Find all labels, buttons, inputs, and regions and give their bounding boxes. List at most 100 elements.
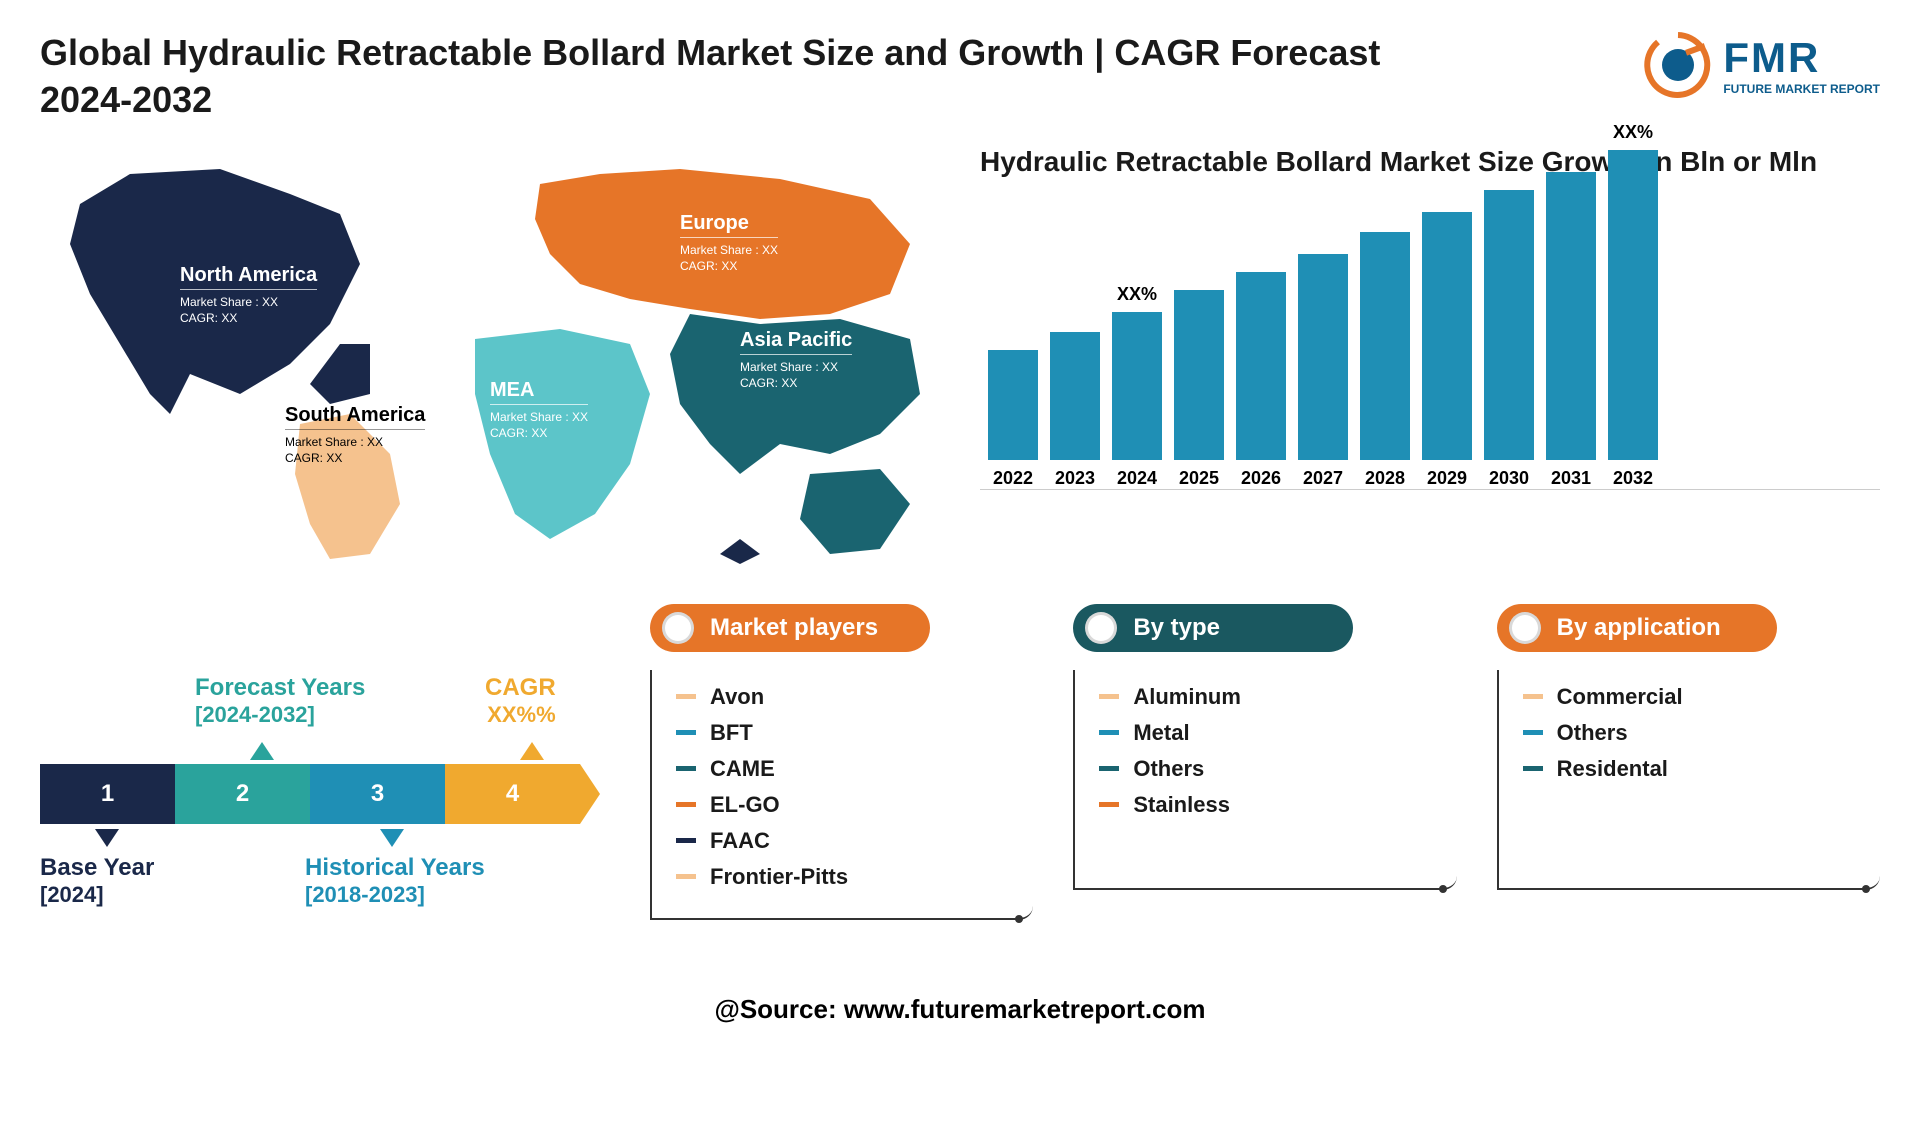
dash-icon xyxy=(1523,694,1543,699)
bar: XX%2024 xyxy=(1112,312,1162,489)
bar-rect xyxy=(1546,172,1596,460)
region-sa: South America Market Share : XX CAGR: XX xyxy=(285,404,425,468)
dot-icon xyxy=(662,612,694,644)
bar-rect xyxy=(1608,150,1658,460)
list-item: Residental xyxy=(1523,756,1860,782)
dash-icon xyxy=(1099,694,1119,699)
bar-label: 2022 xyxy=(993,468,1033,489)
bar: 2030 xyxy=(1484,190,1534,489)
bar-rect xyxy=(1112,312,1162,460)
dash-icon xyxy=(1099,730,1119,735)
dash-icon xyxy=(676,874,696,879)
dash-icon xyxy=(1099,802,1119,807)
bar-tag: XX% xyxy=(1117,284,1157,305)
dash-icon xyxy=(1523,730,1543,735)
item-label: Stainless xyxy=(1133,792,1230,818)
tri-icon xyxy=(250,742,274,760)
list-item: BFT xyxy=(676,720,1013,746)
dash-icon xyxy=(676,766,696,771)
region-ap: Asia Pacific Market Share : XX CAGR: XX xyxy=(740,329,852,393)
bar: 2025 xyxy=(1174,290,1224,489)
bar-label: 2032 xyxy=(1613,468,1653,489)
bar-chart: Hydraulic Retractable Bollard Market Siz… xyxy=(980,144,1880,564)
item-label: BFT xyxy=(710,720,753,746)
dash-icon xyxy=(1523,766,1543,771)
bar-rect xyxy=(1298,254,1348,460)
item-label: Others xyxy=(1557,720,1628,746)
tl-cagr: CAGR XX%% xyxy=(485,674,556,728)
pill-label: Market players xyxy=(710,614,878,642)
item-label: Residental xyxy=(1557,756,1668,782)
tl-forecast: Forecast Years [2024-2032] xyxy=(195,674,365,728)
item-label: Others xyxy=(1133,756,1204,782)
list-item: Metal xyxy=(1099,720,1436,746)
dash-icon xyxy=(676,730,696,735)
dot-icon xyxy=(1509,612,1541,644)
list-item: FAAC xyxy=(676,828,1013,854)
bar-label: 2023 xyxy=(1055,468,1095,489)
tri-icon xyxy=(95,829,119,847)
dot-icon xyxy=(1085,612,1117,644)
category-list: Commercial Others Residental xyxy=(1497,670,1880,890)
pill-label: By type xyxy=(1133,614,1220,642)
category-list: Aluminum Metal Others Stainless xyxy=(1073,670,1456,890)
list-item: Aluminum xyxy=(1099,684,1436,710)
timeline-segment: 1 xyxy=(40,764,175,824)
timeline: Forecast Years [2024-2032] CAGR XX%% 123… xyxy=(40,604,600,964)
tl-base: Base Year [2024] xyxy=(40,854,154,908)
item-label: EL-GO xyxy=(710,792,780,818)
list-item: CAME xyxy=(676,756,1013,782)
bar-rect xyxy=(1360,232,1410,460)
timeline-segment: 2 xyxy=(175,764,310,824)
bar: 2027 xyxy=(1298,254,1348,489)
tri-icon xyxy=(380,829,404,847)
item-label: Commercial xyxy=(1557,684,1683,710)
tl-hist: Historical Years [2018-2023] xyxy=(305,854,485,908)
bar-label: 2030 xyxy=(1489,468,1529,489)
bar: 2029 xyxy=(1422,212,1472,489)
bar-rect xyxy=(1174,290,1224,460)
category-list: Avon BFT CAME EL-GO FAAC Frontier-Pitts xyxy=(650,670,1033,920)
timeline-segment: 4 xyxy=(445,764,580,824)
chevron-icon xyxy=(580,764,600,824)
item-label: CAME xyxy=(710,756,775,782)
timeline-segment: 3 xyxy=(310,764,445,824)
category-column: By application Commercial Others Residental xyxy=(1497,604,1880,964)
chart-title: Hydraulic Retractable Bollard Market Siz… xyxy=(980,144,1880,180)
dash-icon xyxy=(676,802,696,807)
bar-label: 2027 xyxy=(1303,468,1343,489)
dash-icon xyxy=(676,694,696,699)
category-pill: By type xyxy=(1073,604,1353,652)
category-pill: Market players xyxy=(650,604,930,652)
bar-label: 2025 xyxy=(1179,468,1219,489)
dash-icon xyxy=(676,838,696,843)
bar: 2023 xyxy=(1050,332,1100,489)
logo-icon xyxy=(1643,30,1713,100)
bar: 2026 xyxy=(1236,272,1286,489)
region-na: North America Market Share : XX CAGR: XX xyxy=(180,264,317,328)
item-label: Avon xyxy=(710,684,764,710)
category-pill: By application xyxy=(1497,604,1777,652)
item-label: Metal xyxy=(1133,720,1189,746)
list-item: Others xyxy=(1523,720,1860,746)
list-item: Commercial xyxy=(1523,684,1860,710)
list-item: Frontier-Pitts xyxy=(676,864,1013,890)
bar-label: 2031 xyxy=(1551,468,1591,489)
logo: FMR FUTURE MARKET REPORT xyxy=(1643,30,1880,100)
list-item: Others xyxy=(1099,756,1436,782)
bar-label: 2024 xyxy=(1117,468,1157,489)
bar-rect xyxy=(1422,212,1472,460)
bar-rect xyxy=(1050,332,1100,460)
pill-label: By application xyxy=(1557,614,1721,642)
category-column: By type Aluminum Metal Others Stainless xyxy=(1073,604,1456,964)
bar-rect xyxy=(1236,272,1286,460)
bar-label: 2026 xyxy=(1241,468,1281,489)
categories: Market players Avon BFT CAME EL-GO FAAC Fronti… xyxy=(650,604,1880,964)
item-label: Frontier-Pitts xyxy=(710,864,848,890)
bar-tag: XX% xyxy=(1613,122,1653,143)
bar-label: 2028 xyxy=(1365,468,1405,489)
source-line: @Source: www.futuremarketreport.com xyxy=(40,994,1880,1025)
logo-main: FMR xyxy=(1723,34,1880,82)
list-item: Avon xyxy=(676,684,1013,710)
list-item: Stainless xyxy=(1099,792,1436,818)
